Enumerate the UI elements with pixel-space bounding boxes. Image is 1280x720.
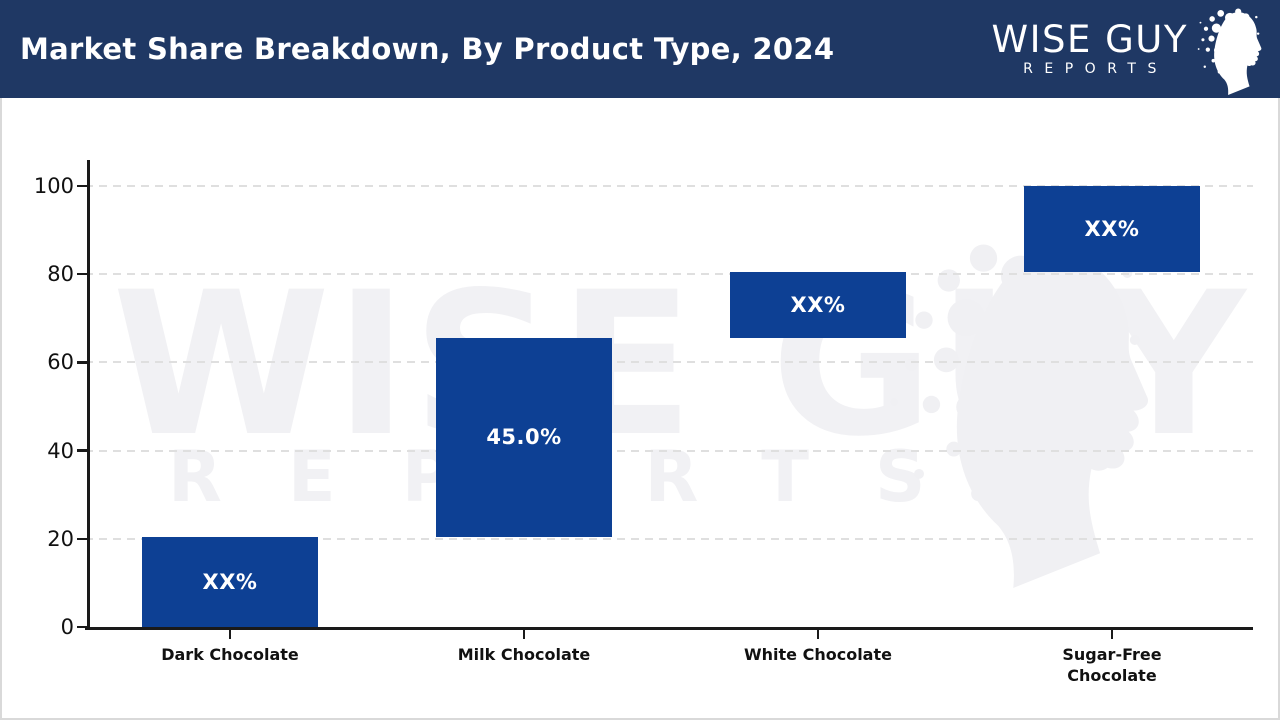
x-tick-mark-sugar-free-chocolate (1110, 629, 1114, 639)
gridline-20 (85, 537, 1253, 540)
x-axis-spine (85, 627, 1253, 630)
x-tick-mark-dark-chocolate (228, 629, 232, 639)
bar-value-label: XX% (1084, 216, 1140, 241)
bar-milk-chocolate: 45.0% (436, 338, 612, 537)
y-tick-label-80: 80 (47, 262, 74, 287)
y-tick-label-40: 40 (47, 438, 74, 463)
logo-wordmark: WISE GUY (991, 18, 1188, 62)
logo-text: WISE GUY REPORTS (991, 18, 1188, 77)
x-tick-mark-white-chocolate (816, 629, 820, 639)
y-axis-spine (87, 160, 90, 629)
bar-dark-chocolate: XX% (142, 536, 318, 627)
dotted-head-logo-icon (1197, 8, 1262, 95)
x-category-label-white-chocolate: White Chocolate (744, 645, 892, 664)
bar-white-chocolate: XX% (730, 271, 906, 339)
gridline-80 (85, 273, 1253, 276)
y-tick-label-20: 20 (47, 526, 74, 551)
x-tick-mark-milk-chocolate (522, 629, 526, 639)
bar-value-label: XX% (202, 569, 258, 594)
wise-guy-reports-logo: WISE GUY REPORTS (992, 3, 1266, 95)
bar-sugar-free-chocolate: XX% (1024, 186, 1200, 272)
y-tick-mark-0 (77, 625, 87, 629)
y-tick-mark-100 (77, 184, 87, 188)
x-category-label-sugar-free-chocolate: Sugar-Free Chocolate (1062, 645, 1162, 685)
logo-subtitle: REPORTS (1023, 60, 1168, 77)
y-tick-label-100: 100 (33, 174, 74, 198)
y-tick-mark-40 (77, 449, 87, 452)
x-category-label-milk-chocolate: Milk Chocolate (457, 645, 591, 664)
y-tick-label-60: 60 (47, 350, 74, 375)
bar-value-label: XX% (790, 293, 846, 318)
bar-value-label: 45.0% (486, 425, 562, 450)
gridline-40 (85, 449, 1253, 452)
gridline-100 (85, 185, 1253, 187)
y-tick-mark-60 (77, 361, 87, 364)
y-tick-label-0: 0 (60, 615, 74, 639)
x-category-label-dark-chocolate: Dark Chocolate (161, 645, 299, 664)
header-bar: Market Share Breakdown, By Product Type,… (0, 0, 1280, 98)
gridline-60 (85, 361, 1253, 364)
y-tick-mark-20 (77, 537, 87, 541)
chart-title: Market Share Breakdown, By Product Type,… (20, 32, 835, 66)
y-tick-mark-80 (77, 272, 87, 276)
